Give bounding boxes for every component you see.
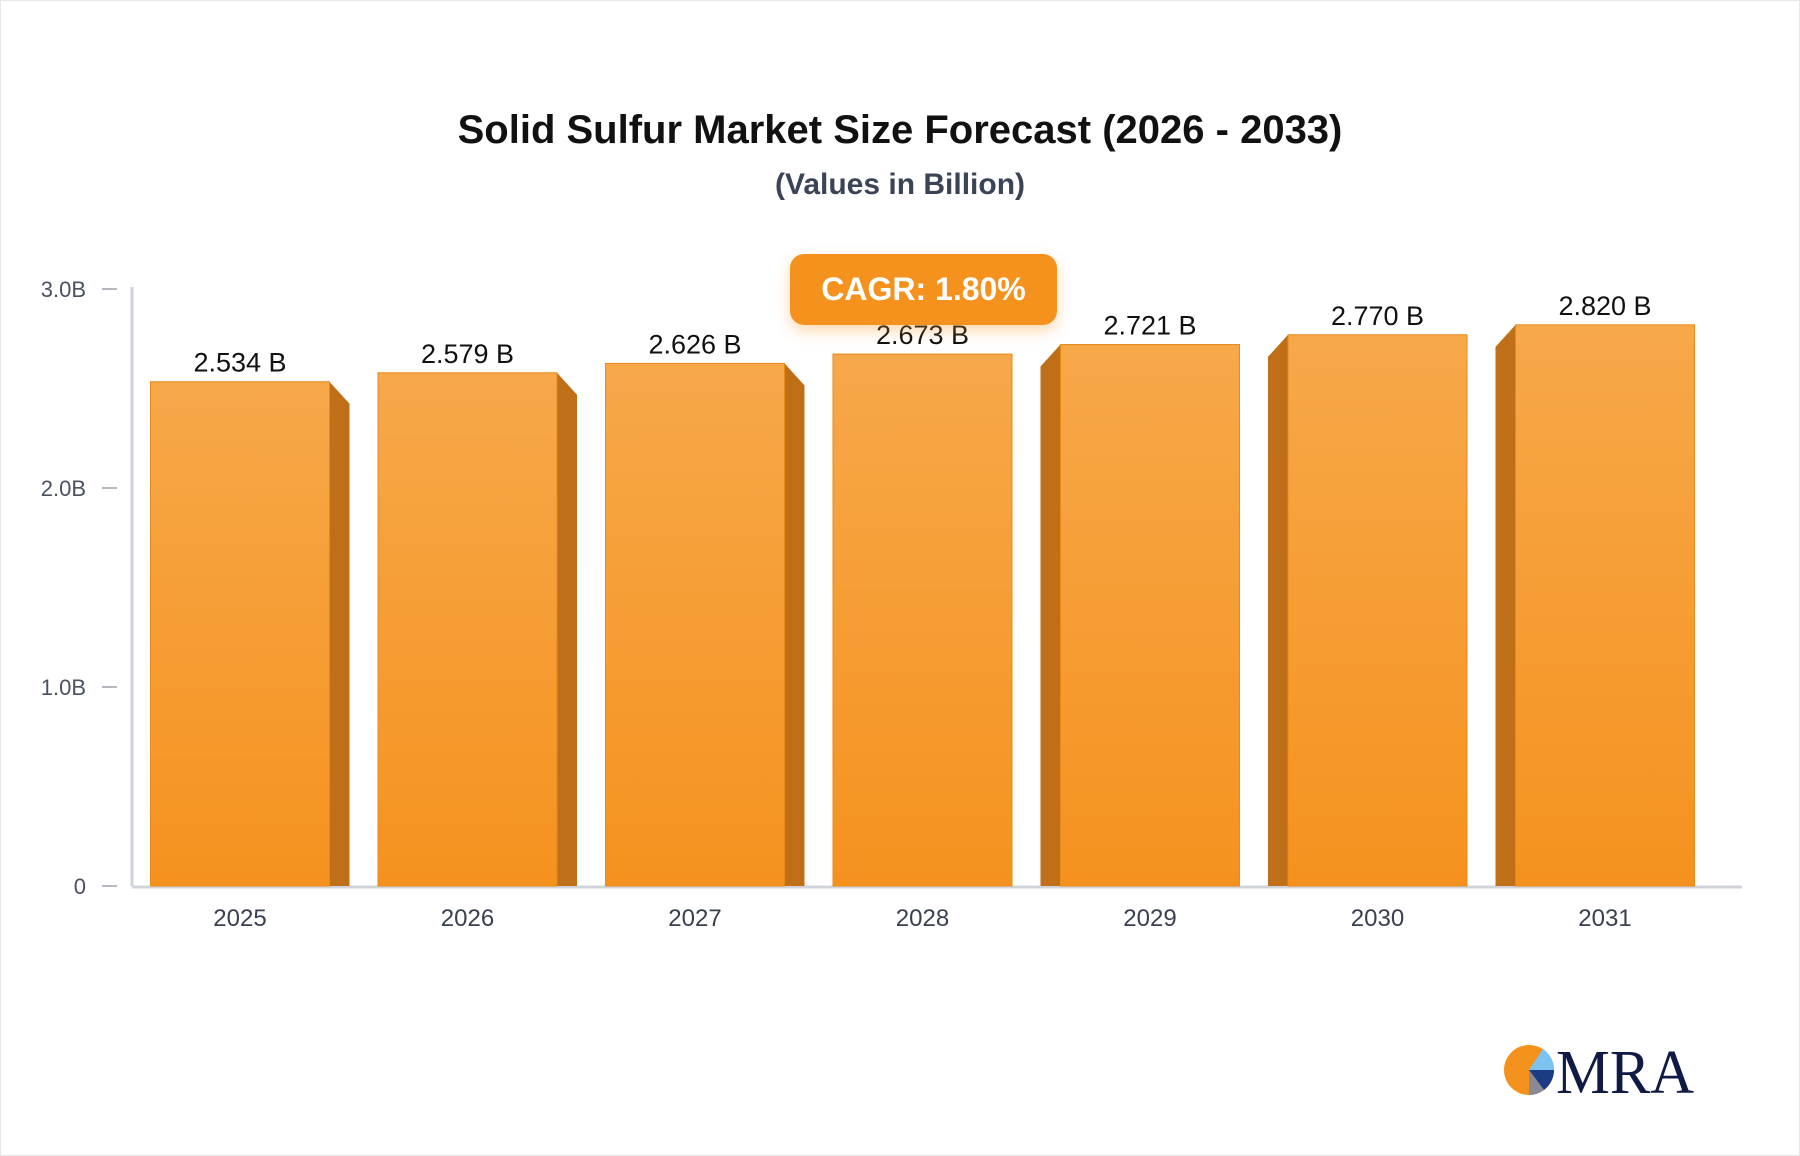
x-tick-label: 2031	[1578, 905, 1631, 932]
y-tick-label: 2.0B	[41, 476, 86, 501]
data-label: 2.626 B	[648, 329, 741, 359]
bar-side	[557, 372, 577, 886]
x-tick-label: 2028	[896, 905, 949, 932]
cagr-badge: CAGR: 1.80%	[790, 254, 1057, 325]
bar-side	[1040, 344, 1061, 886]
bar-2028	[832, 353, 1013, 887]
bar-side	[1495, 324, 1516, 886]
bar-2026	[377, 372, 558, 887]
bar-2031	[1515, 324, 1695, 887]
y-tick-label: 0	[74, 874, 86, 899]
chart-subtitle: (Values in Billion)	[774, 168, 1026, 201]
bar-side	[784, 363, 805, 886]
svg-text:MRA: MRA	[1556, 1040, 1694, 1098]
x-tick-label: 2025	[213, 905, 266, 932]
bar-2025	[150, 381, 330, 887]
x-tick-label: 2027	[668, 905, 721, 932]
x-tick-label: 2026	[441, 905, 494, 932]
y-tick-label: 3.0B	[41, 277, 86, 302]
bar-2030	[1287, 334, 1468, 887]
data-label: 2.534 B	[193, 348, 286, 378]
x-tick-label: 2029	[1123, 905, 1176, 932]
data-label: 2.820 B	[1558, 291, 1651, 321]
data-label: 2.579 B	[421, 339, 514, 369]
chart-title: Solid Sulfur Market Size Forecast (2026 …	[457, 108, 1343, 152]
x-tick-label: 2030	[1351, 905, 1404, 932]
bar-side	[1268, 334, 1288, 886]
y-tick-label: 1.0B	[41, 675, 86, 700]
data-label: 2.721 B	[1103, 311, 1196, 341]
bar-2027	[605, 362, 785, 887]
data-label: 2.673 B	[876, 320, 969, 350]
bar-side	[329, 381, 350, 886]
data-label: 2.770 B	[1331, 301, 1424, 331]
bar-2029	[1060, 344, 1240, 887]
mra-logo: MRA	[1504, 1040, 1694, 1098]
